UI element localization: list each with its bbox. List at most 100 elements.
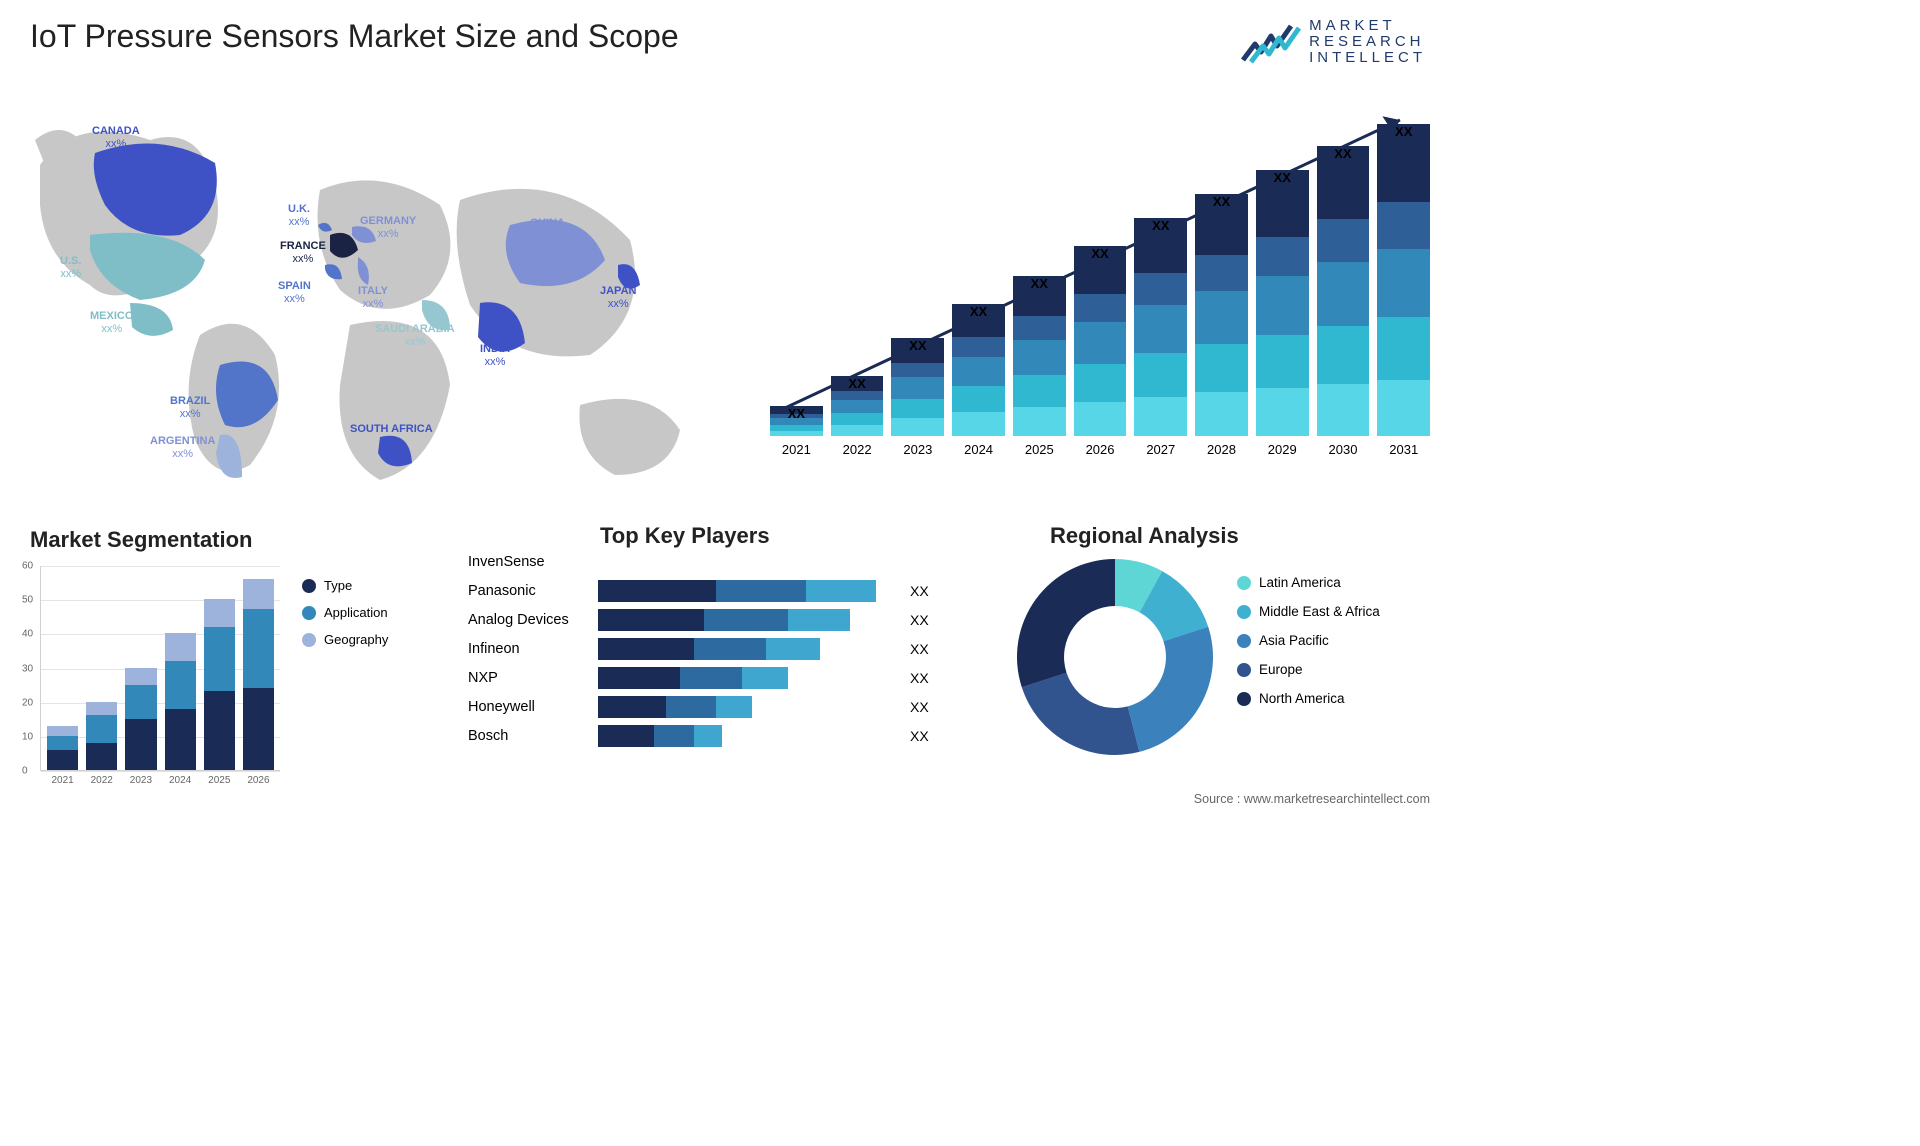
growth-bar: XX 2029: [1256, 170, 1309, 457]
legend-item: Application: [302, 605, 388, 620]
donut-chart: [1005, 545, 1225, 765]
legend-item: Asia Pacific: [1237, 633, 1380, 648]
seg-ytick: 10: [22, 731, 33, 742]
growth-year-label: 2029: [1268, 442, 1297, 457]
map-label: SOUTH AFRICAxx%: [350, 423, 433, 448]
map-label: U.S.xx%: [60, 255, 81, 280]
seg-ytick: 60: [22, 561, 33, 572]
key-player-value: XX: [910, 583, 929, 599]
map-label: GERMANYxx%: [360, 215, 416, 240]
seg-year-label: 2026: [243, 775, 274, 786]
logo-line2: RESEARCH: [1309, 34, 1426, 50]
map-label: CANADAxx%: [92, 125, 140, 150]
segmentation-chart: 2021 2022 2023 2024 2025 2026 Type Application…: [12, 558, 452, 793]
map-label: BRAZILxx%: [170, 395, 210, 420]
seg-bar: 2024: [165, 633, 196, 770]
key-player-row: InvenSense: [468, 548, 978, 576]
source-text: Source : www.marketresearchintellect.com: [1194, 792, 1430, 806]
logo-line1: MARKET: [1309, 18, 1426, 34]
seg-year-label: 2024: [165, 775, 196, 786]
seg-ytick: 40: [22, 629, 33, 640]
seg-bar: 2025: [204, 599, 235, 770]
key-player-name: Bosch: [468, 728, 598, 744]
key-player-value: XX: [910, 728, 929, 744]
key-player-name: NXP: [468, 670, 598, 686]
map-label: JAPANxx%: [600, 285, 636, 310]
key-player-name: Panasonic: [468, 583, 598, 599]
donut-slice: [1128, 627, 1213, 752]
donut-slice: [1017, 559, 1115, 687]
growth-year-label: 2022: [843, 442, 872, 457]
page-title: IoT Pressure Sensors Market Size and Sco…: [30, 18, 679, 55]
key-player-name: InvenSense: [468, 554, 598, 570]
seg-ytick: 0: [22, 766, 28, 777]
growth-bar-value: XX: [770, 406, 823, 421]
growth-year-label: 2031: [1389, 442, 1418, 457]
key-player-value: XX: [910, 641, 929, 657]
legend-item: Type: [302, 578, 388, 593]
key-player-name: Infineon: [468, 641, 598, 657]
seg-ytick: 20: [22, 697, 33, 708]
growth-year-label: 2024: [964, 442, 993, 457]
legend-item: Europe: [1237, 662, 1380, 677]
seg-ytick: 50: [22, 595, 33, 606]
growth-year-label: 2026: [1086, 442, 1115, 457]
growth-year-label: 2030: [1329, 442, 1358, 457]
growth-year-label: 2021: [782, 442, 811, 457]
growth-bar-value: XX: [831, 376, 884, 391]
growth-bar-value: XX: [1377, 124, 1430, 139]
seg-bar: 2023: [125, 668, 156, 770]
growth-bar-value: XX: [1074, 246, 1127, 261]
key-player-row: Honeywell XX: [468, 693, 978, 721]
seg-year-label: 2021: [47, 775, 78, 786]
brand-logo: MARKET RESEARCH INTELLECT: [1241, 18, 1426, 66]
key-player-value: XX: [910, 699, 929, 715]
growth-year-label: 2023: [903, 442, 932, 457]
map-label: SPAINxx%: [278, 280, 311, 305]
growth-year-label: 2025: [1025, 442, 1054, 457]
key-player-name: Honeywell: [468, 699, 598, 715]
growth-bar-value: XX: [891, 338, 944, 353]
logo-mark-icon: [1241, 18, 1301, 66]
growth-chart: XX2021XX2022XX2023XX2024XX2025XX2026XX20…: [760, 90, 1430, 485]
key-player-name: Analog Devices: [468, 612, 598, 628]
legend-item: Latin America: [1237, 575, 1380, 590]
legend-item: North America: [1237, 691, 1380, 706]
regional-chart: Latin AmericaMiddle East & AfricaAsia Pa…: [1005, 545, 1435, 790]
map-label: CHINAxx%: [530, 217, 565, 242]
seg-year-label: 2023: [125, 775, 156, 786]
donut-slice: [1022, 673, 1140, 755]
seg-bar: 2026: [243, 579, 274, 770]
map-label: MEXICOxx%: [90, 310, 133, 335]
key-players-chart: InvenSensePanasonicXXAnalog DevicesXXInf…: [468, 548, 978, 793]
growth-bar: XX 2024: [952, 304, 1005, 457]
seg-year-label: 2022: [86, 775, 117, 786]
seg-bar: 2022: [86, 702, 117, 770]
map-label: SAUDI ARABIAxx%: [375, 323, 455, 348]
growth-bar-value: XX: [1317, 146, 1370, 161]
map-label: INDIAxx%: [480, 343, 510, 368]
growth-bar-value: XX: [1013, 276, 1066, 291]
growth-bar: XX 2021: [770, 406, 823, 457]
key-player-row: Bosch XX: [468, 722, 978, 750]
regional-legend: Latin AmericaMiddle East & AfricaAsia Pa…: [1237, 575, 1380, 720]
key-player-value: XX: [910, 612, 929, 628]
key-player-row: Panasonic XX: [468, 577, 978, 605]
map-label: U.K.xx%: [288, 203, 310, 228]
growth-bar: XX 2026: [1074, 246, 1127, 457]
seg-bar: 2021: [47, 726, 78, 770]
legend-item: Geography: [302, 632, 388, 647]
growth-bar-value: XX: [952, 304, 1005, 319]
key-player-row: Infineon XX: [468, 635, 978, 663]
growth-bar-value: XX: [1195, 194, 1248, 209]
map-label: FRANCExx%: [280, 240, 326, 265]
growth-bar: XX 2023: [891, 338, 944, 457]
key-player-row: Analog Devices XX: [468, 606, 978, 634]
growth-year-label: 2028: [1207, 442, 1236, 457]
growth-bar-value: XX: [1256, 170, 1309, 185]
seg-ytick: 30: [22, 663, 33, 674]
world-map: CANADAxx% U.S.xx% MEXICOxx% BRAZILxx% ARGENT…: [20, 85, 720, 495]
map-label: ARGENTINAxx%: [150, 435, 215, 460]
segmentation-title: Market Segmentation: [30, 527, 253, 553]
growth-bar: XX2027: [1134, 218, 1187, 457]
